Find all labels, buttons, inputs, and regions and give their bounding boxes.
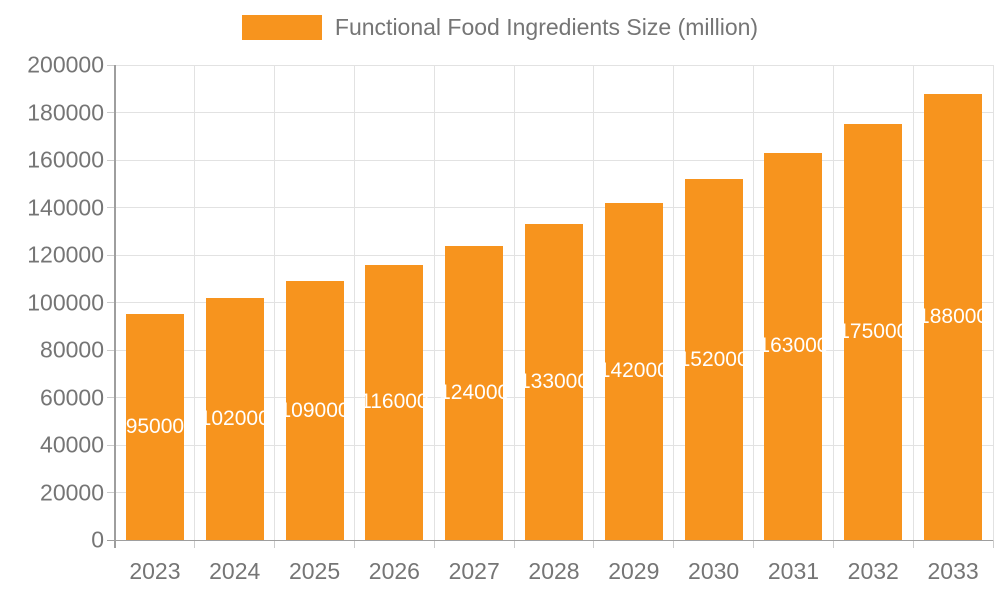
x-axis-label: 2033 (927, 558, 979, 584)
legend-label: Functional Food Ingredients Size (millio… (334, 14, 759, 40)
x-gridline (353, 65, 355, 540)
y-gridline (115, 207, 993, 208)
x-axis-tick (353, 540, 355, 548)
x-axis-tick (832, 540, 834, 548)
x-axis-tick (513, 540, 515, 548)
x-axis-line (107, 539, 993, 541)
bar-value-label: 95000 (125, 415, 185, 439)
bar-value-label: 133000 (518, 370, 590, 394)
x-gridline (593, 65, 595, 540)
x-axis-tick (274, 540, 276, 548)
y-gridline (115, 64, 993, 66)
legend-swatch-icon (241, 15, 322, 40)
bar-2031 (764, 152, 823, 540)
bar-value-label: 109000 (279, 398, 350, 422)
y-axis-label: 140000 (27, 194, 104, 220)
bar-value-label: 188000 (918, 304, 989, 328)
y-axis-tick (107, 207, 115, 208)
y-axis-line (114, 65, 116, 548)
x-axis-label: 2024 (209, 558, 261, 584)
y-axis-tick (107, 159, 115, 161)
x-axis-label: 2032 (847, 558, 899, 584)
bar-2027 (445, 245, 504, 540)
x-axis-tick (912, 540, 914, 548)
x-axis-label: 2026 (368, 558, 420, 584)
x-axis-label: 2025 (288, 558, 341, 584)
y-gridline (115, 159, 993, 161)
bar-2033 (924, 93, 983, 540)
x-axis-label: 2031 (767, 558, 820, 584)
y-axis-label: 160000 (27, 146, 104, 173)
y-axis-tick (107, 444, 115, 446)
bar-value-label: 124000 (439, 380, 510, 404)
legend-item[interactable]: Functional Food Ingredients Size (millio… (241, 14, 759, 41)
y-gridline (115, 112, 993, 113)
y-axis-label: 40000 (40, 431, 104, 458)
bar-2025 (285, 281, 344, 540)
x-axis-label: 2027 (448, 558, 500, 584)
bar-value-label: 116000 (360, 390, 429, 414)
legend: Functional Food Ingredients Size (millio… (0, 14, 1000, 41)
y-axis-label: 180000 (27, 99, 104, 125)
x-gridline (753, 65, 755, 540)
x-axis-tick (753, 540, 755, 548)
y-axis-label: 60000 (40, 384, 104, 410)
y-axis-tick (107, 397, 115, 398)
bar-2026 (365, 264, 424, 540)
x-gridline (992, 65, 994, 540)
x-gridline (513, 65, 515, 540)
x-axis-label: 2028 (528, 558, 580, 584)
x-axis-tick (673, 540, 675, 548)
x-gridline (194, 65, 196, 540)
x-gridline (832, 65, 834, 540)
y-axis-label: 0 (91, 526, 104, 553)
bar-2023 (125, 314, 184, 540)
x-axis-tick (992, 540, 994, 548)
bar-value-label: 152000 (678, 347, 749, 371)
y-axis-label: 80000 (40, 336, 104, 363)
y-axis-tick (107, 492, 115, 493)
y-axis-label: 100000 (27, 289, 104, 315)
bar-2028 (525, 224, 583, 540)
y-axis-tick (107, 112, 115, 113)
bar-2029 (604, 202, 663, 540)
y-axis-label: 20000 (40, 479, 104, 505)
bar-2024 (205, 297, 264, 540)
bar-value-label: 163000 (758, 334, 829, 358)
y-axis-label: 200000 (27, 51, 104, 78)
x-axis-label: 2029 (608, 558, 660, 584)
bar-value-label: 175000 (838, 320, 909, 344)
bar-value-label: 142000 (598, 359, 669, 383)
x-axis-label: 2023 (129, 558, 181, 584)
x-gridline (912, 65, 914, 540)
y-axis-tick (107, 64, 115, 66)
x-axis-tick (433, 540, 435, 548)
bar-2030 (684, 179, 743, 540)
bar-value-label: 102000 (199, 406, 270, 430)
x-gridline (673, 65, 675, 540)
bar-2032 (844, 124, 903, 540)
y-axis-tick (107, 302, 115, 303)
y-axis-tick (107, 349, 115, 351)
x-gridline (274, 65, 276, 540)
y-axis-label: 120000 (27, 241, 104, 268)
x-axis-tick (593, 540, 595, 548)
x-gridline (433, 65, 435, 540)
x-axis-tick (194, 540, 196, 548)
y-axis-tick (107, 254, 115, 256)
x-axis-label: 2030 (688, 558, 740, 584)
